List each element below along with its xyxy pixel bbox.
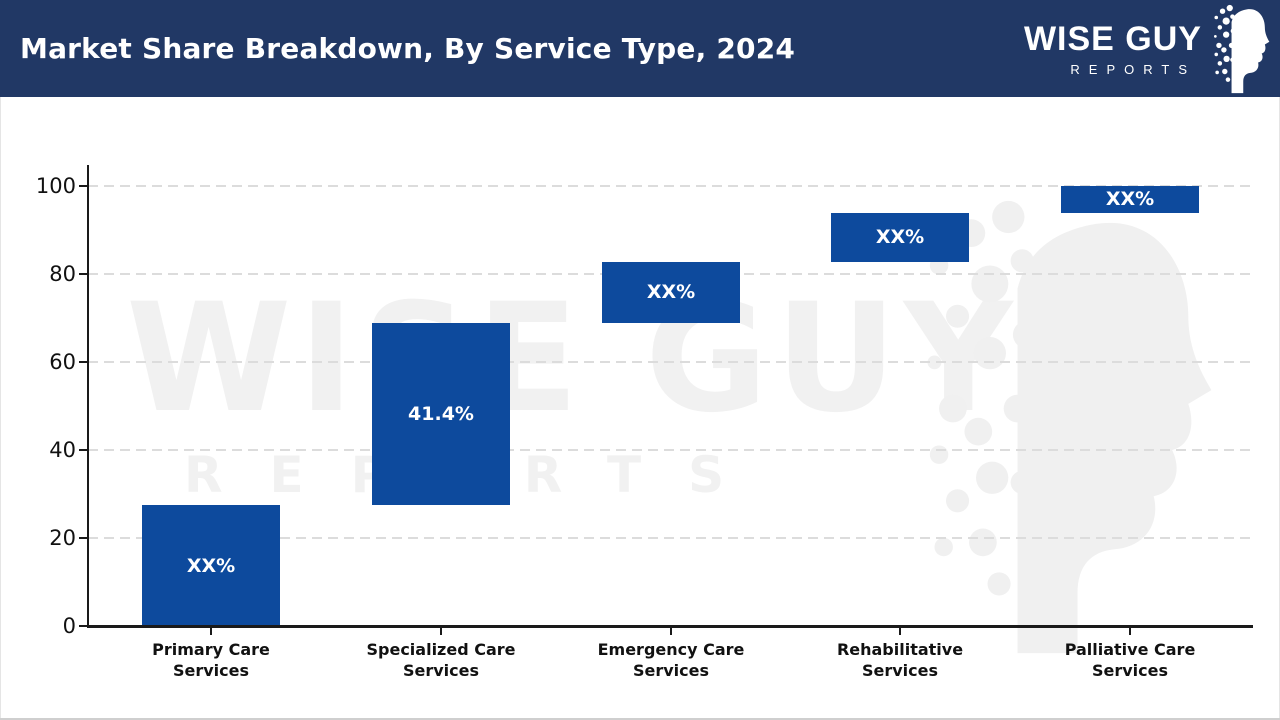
category-label-line: Primary Care [152,640,270,659]
bar-palliative-care-services: XX% [1061,186,1199,213]
x-axis [87,625,1253,628]
category-label-line: Specialized Care [366,640,516,659]
page-title: Market Share Breakdown, By Service Type,… [20,32,796,65]
category-label-emergency-care-services: Emergency Care Services [556,639,786,681]
y-axis-tick [79,273,87,275]
y-axis-tick [79,361,87,363]
category-label-line: Rehabilitative [836,640,964,659]
y-axis-tick-label: 20 [49,526,76,550]
gridline-100 [88,185,1254,187]
y-axis [87,165,89,628]
logo-reports-text: REPORTS [1070,62,1196,77]
bar-value-label: XX% [646,281,696,304]
gridline-40 [88,449,1254,451]
bar-specialized-care-services: 41.4% [372,322,510,505]
category-label-rehabilitative-services: Rehabilitative Services [785,639,1015,681]
wise-guy-logo: WISE GUY REPORTS [1020,0,1270,97]
bar-value-label: XX% [1105,188,1155,211]
bar-value-label: XX% [186,554,236,577]
y-axis-tick [79,449,87,451]
category-label-line: Services [402,661,480,680]
face-profile-icon [1214,4,1270,94]
category-label-line: Services [1091,661,1169,680]
bar-emergency-care-services: XX% [602,261,740,323]
x-axis-tick [440,628,442,635]
category-label-specialized-care-services: Specialized Care Services [326,639,556,681]
x-axis-tick [899,628,901,635]
bar-primary-care-services: XX% [142,505,280,626]
y-axis-tick [79,625,87,627]
logo-wordmark: WISE GUY [1023,20,1202,58]
y-axis-tick-label: 40 [49,438,76,462]
category-label-primary-care-services: Primary Care Services [96,639,326,681]
y-axis-tick-label: 100 [35,174,76,198]
bar-value-label: 41.4% [408,402,474,425]
y-axis-tick-label: 60 [49,350,76,374]
category-label-line: Services [172,661,250,680]
category-label-palliative-care-services: Palliative Care Services [1015,639,1245,681]
bar-value-label: XX% [875,226,925,249]
y-axis-tick [79,185,87,187]
category-label-line: Emergency Care [597,640,745,659]
watermark-face-icon [927,200,1212,654]
gridline-20 [88,537,1254,539]
category-label-line: Services [632,661,710,680]
y-axis-tick [79,537,87,539]
y-axis-tick-label: 80 [49,262,76,286]
watermark-wordmark: WISE GUY [126,272,1020,446]
header-bar: Market Share Breakdown, By Service Type,… [0,0,1280,97]
x-axis-tick [210,628,212,635]
y-axis-tick-label: 0 [62,614,76,638]
category-label-line: Palliative Care [1064,640,1196,659]
x-axis-tick [670,628,672,635]
bar-rehabilitative-services: XX% [831,212,969,262]
x-axis-tick [1129,628,1131,635]
gridline-60 [88,361,1254,363]
category-label-line: Services [861,661,939,680]
